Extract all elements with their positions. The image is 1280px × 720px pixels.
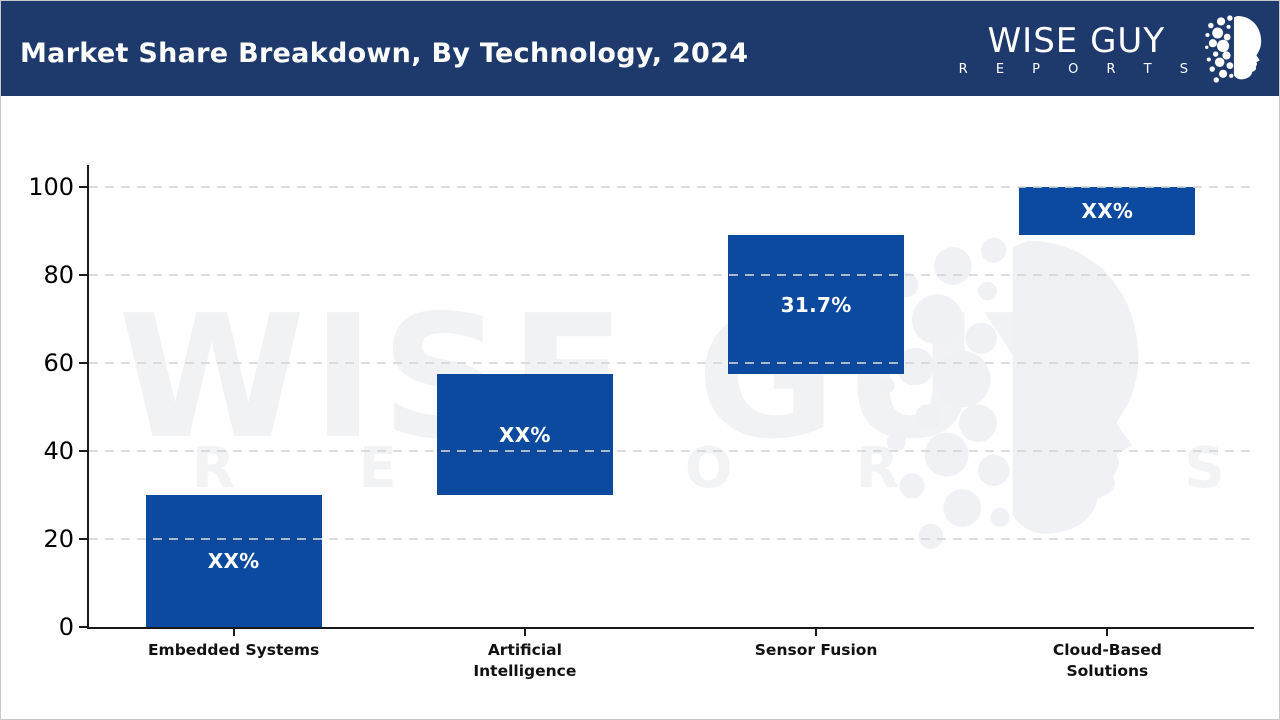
watermark-head-icon <box>879 237 1139 549</box>
y-axis-tick <box>79 362 87 364</box>
brand-head-icon <box>1205 15 1262 83</box>
x-axis-tick-label: Artificial Intelligence <box>473 641 577 680</box>
brand-name: WISE GUY <box>987 20 1166 61</box>
y-axis-tick-label: 80 <box>43 261 74 289</box>
bar-value-label: XX% <box>207 549 260 573</box>
y-axis-tick-label: 100 <box>28 173 74 201</box>
x-axis-tick-label: Sensor Fusion <box>754 641 878 659</box>
y-axis-tick-label: 0 <box>58 613 74 641</box>
y-axis-tick <box>79 186 87 188</box>
gridline-80 <box>89 274 1253 276</box>
y-axis-tick-label: 20 <box>43 525 74 553</box>
y-axis-tick <box>79 274 87 276</box>
y-axis-spine <box>87 165 89 629</box>
gridline-20 <box>89 538 1253 540</box>
bar-value-label: 31.7% <box>780 292 852 317</box>
bar-value-label: XX% <box>1081 198 1134 223</box>
chart-title: Market Share Breakdown, By Technology, 2… <box>20 37 749 69</box>
x-axis-tick-label: Embedded Systems <box>147 641 320 659</box>
x-axis-tick <box>523 629 526 636</box>
bar-cloud-based-solutions: XX% <box>1019 187 1196 235</box>
gridline-40 <box>89 450 1253 452</box>
gridline-100 <box>89 186 1253 188</box>
x-axis-spine <box>87 627 1254 629</box>
y-axis-tick <box>79 626 87 628</box>
bar-artificial-intelligence: XX% <box>436 374 613 495</box>
x-axis-tick <box>232 629 235 636</box>
brand-logo: WISE GUY R E P O R T S <box>953 6 1270 90</box>
y-axis-tick-label: 60 <box>43 349 74 377</box>
bar-embedded-systems: XX% <box>145 495 322 627</box>
x-axis-tick <box>815 629 818 636</box>
x-axis-tick <box>1106 629 1109 636</box>
bar-value-label: XX% <box>498 422 551 447</box>
gridline-60 <box>89 362 1253 364</box>
y-axis-tick <box>79 538 87 540</box>
x-axis-tick-label: Cloud-Based Solutions <box>1052 641 1162 680</box>
y-axis-tick-label: 40 <box>43 437 74 465</box>
bar-sensor-fusion: 31.7% <box>728 234 905 375</box>
y-axis-tick <box>79 450 87 452</box>
header: Market Share Breakdown, By Technology, 2… <box>0 0 1280 96</box>
brand-logo-text: WISE GUY R E P O R T S <box>953 24 1200 77</box>
brand-subname: R E P O R T S <box>958 61 1200 77</box>
